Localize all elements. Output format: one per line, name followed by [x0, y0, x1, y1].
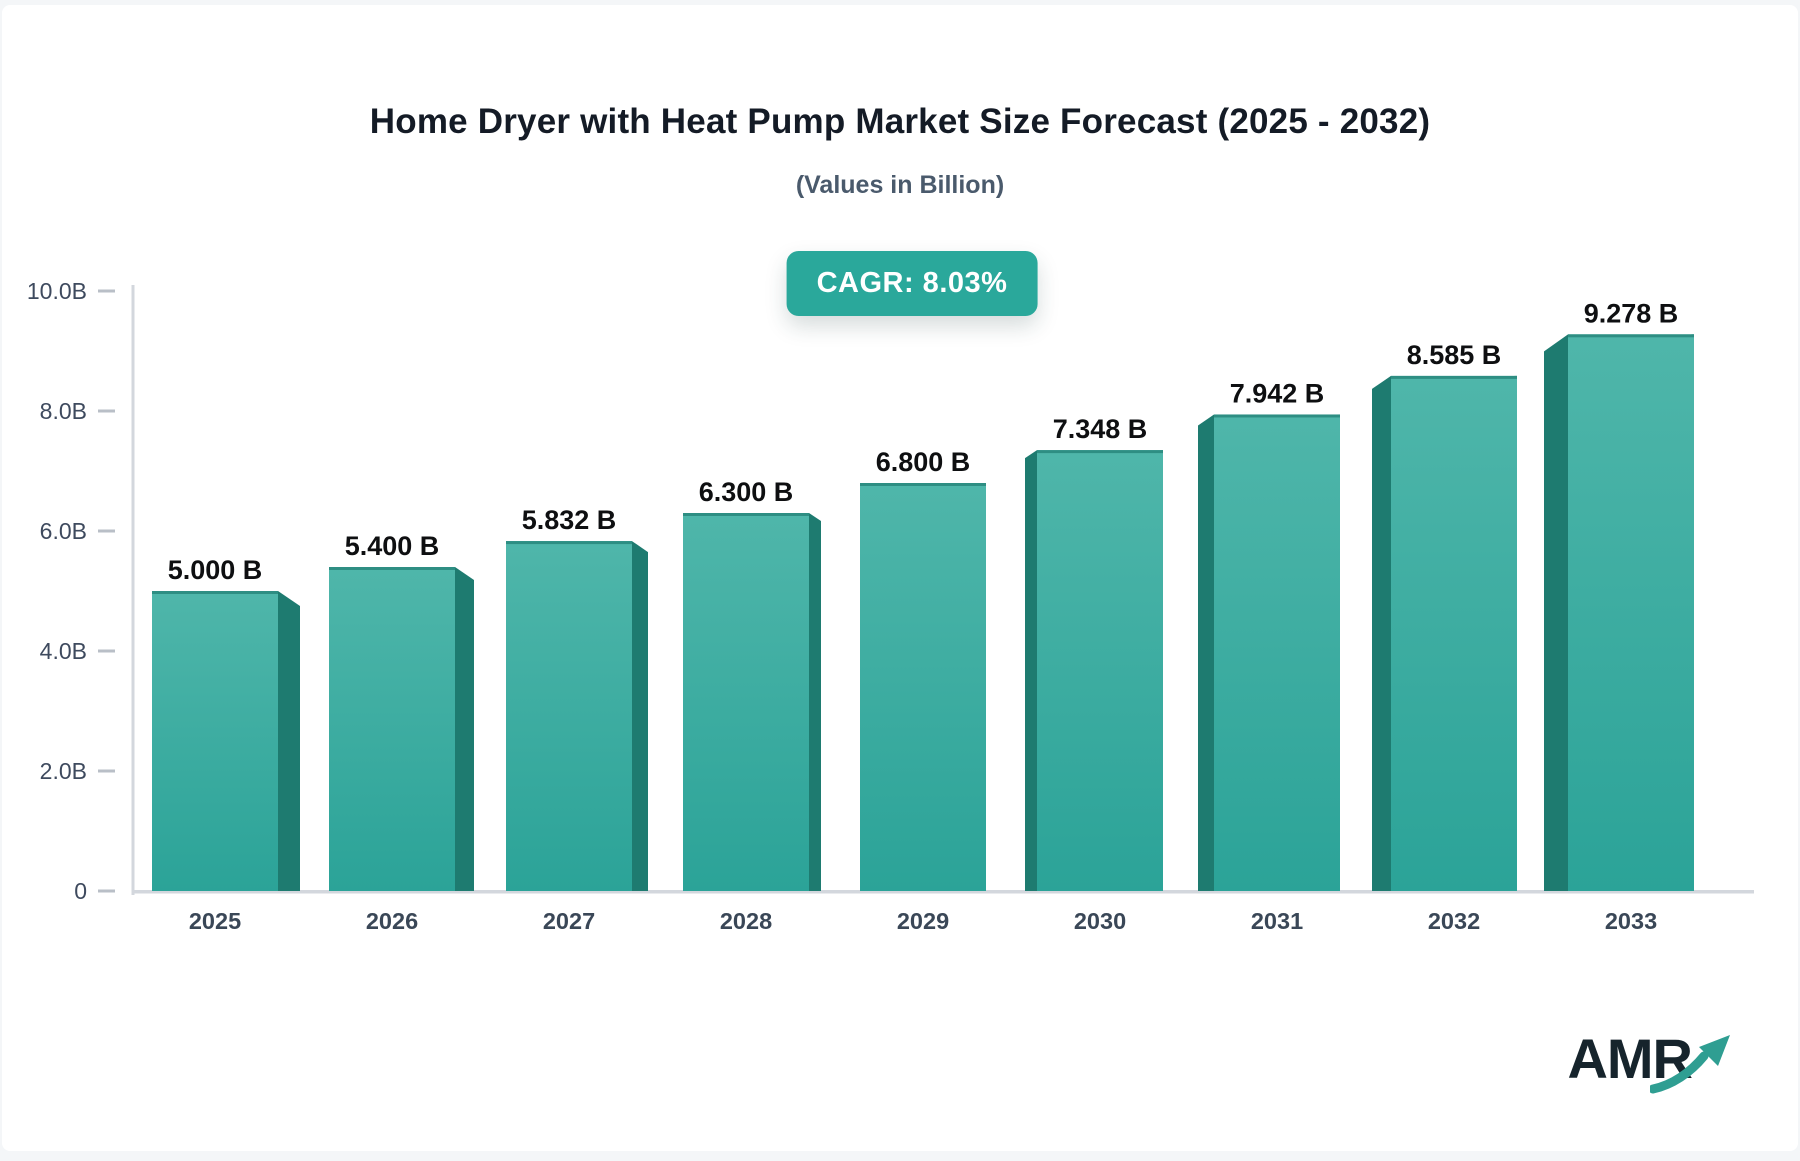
bar-side-2030: [1025, 450, 1037, 891]
bar-2028[interactable]: [683, 513, 809, 891]
value-label-2033: 9.278 B: [1584, 298, 1679, 328]
chart-subtitle: (Values in Billion): [795, 171, 1005, 199]
y-tick-label-8.0B: 8.0B: [40, 398, 87, 424]
bar-side-2025: [278, 591, 300, 891]
x-tick-label-2025: 2025: [189, 908, 241, 934]
cagr-badge: CAGR: 8.03%: [786, 251, 1038, 316]
bar-2033[interactable]: [1568, 334, 1694, 891]
y-axis-line: [131, 285, 135, 895]
bar-2032[interactable]: [1391, 375, 1517, 891]
x-axis-line: [131, 890, 1754, 894]
value-label-2025: 5.000 B: [168, 555, 263, 585]
value-label-2031: 7.942 B: [1230, 378, 1325, 408]
y-tick-dash-2.0B: [98, 769, 115, 773]
x-tick-label-2033: 2033: [1605, 908, 1657, 934]
bar-top-edge-2031: [1214, 414, 1340, 418]
bar-top-edge-2025: [152, 591, 278, 594]
amr-logo: AMR: [1567, 1026, 1730, 1094]
value-label-2026: 5.400 B: [345, 531, 440, 561]
growth-arrow-icon: [1650, 1035, 1730, 1094]
chart-title: Home Dryer with Heat Pump Market Size Fo…: [369, 102, 1431, 141]
y-tick-label-4.0B: 4.0B: [40, 638, 87, 664]
x-tick-label-2032: 2032: [1428, 908, 1480, 934]
bar-side-2033: [1544, 334, 1568, 891]
value-label-2029: 6.800 B: [876, 447, 971, 477]
bar-top-edge-2033: [1568, 334, 1694, 338]
y-tick-dash-6.0B: [98, 529, 115, 533]
bar-top-edge-2029: [860, 483, 986, 486]
y-tick-dash-10.0B: [98, 289, 115, 293]
chart-card: Home Dryer with Heat Pump Market Size Fo…: [2, 5, 1798, 1151]
bar-side-2032: [1372, 375, 1391, 891]
y-tick-label-0: 0: [74, 878, 87, 904]
y-tick-label-2.0B: 2.0B: [40, 758, 87, 784]
bar-2025[interactable]: [152, 591, 278, 891]
bar-2031[interactable]: [1214, 414, 1340, 891]
bar-side-2031: [1198, 414, 1214, 891]
bar-2030[interactable]: [1037, 450, 1163, 891]
x-tick-label-2029: 2029: [897, 908, 949, 934]
x-tick-label-2028: 2028: [720, 908, 772, 934]
bar-2027[interactable]: [506, 541, 632, 891]
bar-side-2027: [632, 541, 648, 891]
y-tick-dash-4.0B: [98, 649, 115, 653]
market-size-bar-chart: 0 2.0B 4.0B 6.0B 8.0B 10.0B 5.000 B 2025 5.400 B…: [27, 278, 1754, 934]
bar-top-edge-2032: [1391, 375, 1517, 379]
y-tick-label-6.0B: 6.0B: [40, 518, 87, 544]
value-label-2030: 7.348 B: [1053, 414, 1148, 444]
value-label-2028: 6.300 B: [699, 477, 794, 507]
bar-2029[interactable]: [860, 483, 986, 891]
bar-top-edge-2028: [683, 513, 809, 516]
y-tick-dash-0: [98, 889, 115, 893]
bar-side-2028: [809, 513, 821, 891]
y-tick-dash-8.0B: [98, 409, 115, 413]
bar-top-edge-2026: [329, 567, 455, 570]
x-tick-label-2026: 2026: [366, 908, 418, 934]
x-tick-label-2031: 2031: [1251, 908, 1303, 934]
x-tick-label-2030: 2030: [1074, 908, 1126, 934]
value-label-2027: 5.832 B: [522, 505, 617, 535]
y-tick-label-10.0B: 10.0B: [27, 278, 87, 304]
bar-top-edge-2030: [1037, 450, 1163, 454]
bar-2026[interactable]: [329, 567, 455, 891]
value-label-2032: 8.585 B: [1407, 340, 1502, 370]
bar-top-edge-2027: [506, 541, 632, 545]
bar-side-2026: [455, 567, 474, 891]
x-tick-label-2027: 2027: [543, 908, 595, 934]
